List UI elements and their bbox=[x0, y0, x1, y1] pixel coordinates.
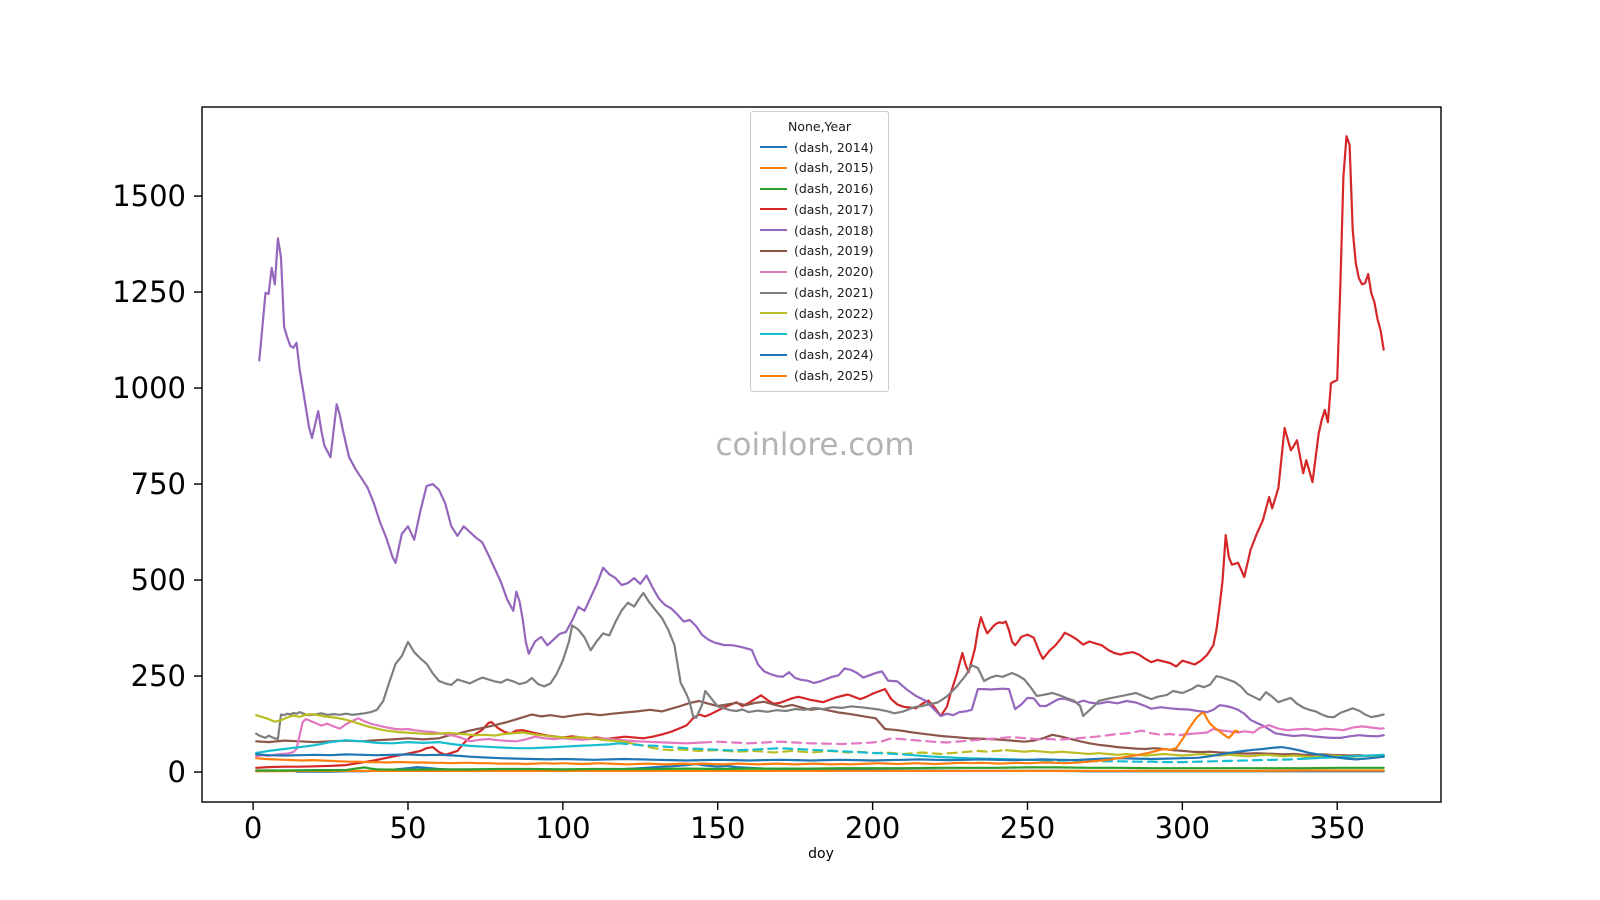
legend-swatch-2014 bbox=[760, 146, 787, 149]
line-2020 bbox=[255, 717, 704, 758]
legend-label-2015: (dash, 2015) bbox=[794, 160, 874, 176]
legend-swatch-2018 bbox=[760, 229, 787, 232]
legend-swatch-2023 bbox=[760, 333, 787, 336]
x-tick-label: 150 bbox=[690, 811, 745, 845]
line-2024 bbox=[255, 745, 1385, 762]
legend-swatch-2025 bbox=[760, 374, 787, 377]
legend-item-2022: (dash, 2022) bbox=[758, 303, 881, 324]
x-tick-label: 200 bbox=[845, 811, 900, 845]
line-2022 bbox=[255, 712, 636, 746]
legend-swatch-2024 bbox=[760, 353, 787, 356]
y-tick-label: 1250 bbox=[112, 275, 186, 309]
legend-label-2023: (dash, 2023) bbox=[794, 326, 874, 342]
watermark: coinlore.com bbox=[715, 427, 914, 463]
legend-swatch-2022 bbox=[760, 312, 787, 315]
legend-item-2021: (dash, 2021) bbox=[758, 282, 881, 303]
y-tick-label: 0 bbox=[168, 755, 186, 789]
line-2018 bbox=[258, 237, 1385, 740]
legend-swatch-2016 bbox=[760, 187, 787, 190]
legend-swatch-2020 bbox=[760, 270, 787, 273]
x-tick-label: 100 bbox=[535, 811, 590, 845]
line-2022 bbox=[632, 742, 1007, 756]
y-tick-label: 750 bbox=[131, 467, 186, 501]
legend-label-2014: (dash, 2014) bbox=[794, 139, 874, 155]
legend-swatch-2021 bbox=[760, 291, 787, 294]
legend-item-2016: (dash, 2016) bbox=[758, 178, 881, 199]
line-2016 bbox=[255, 766, 1385, 772]
legend-item-2014: (dash, 2014) bbox=[758, 137, 881, 158]
line-2023 bbox=[255, 739, 620, 755]
legend-label-2024: (dash, 2024) bbox=[794, 347, 874, 363]
x-tick-label: 300 bbox=[1155, 811, 1210, 845]
legend-label-2018: (dash, 2018) bbox=[794, 222, 874, 238]
plot-border bbox=[201, 106, 1442, 803]
legend-item-2020: (dash, 2020) bbox=[758, 261, 881, 282]
legend-swatch-2017 bbox=[760, 208, 787, 211]
legend-label-2020: (dash, 2020) bbox=[794, 264, 874, 280]
line-2017 bbox=[255, 135, 1385, 769]
legend-label-2022: (dash, 2022) bbox=[794, 305, 874, 321]
line-2019 bbox=[255, 699, 1385, 758]
y-tick-label: 1500 bbox=[112, 179, 186, 213]
legend-title: None,Year bbox=[787, 118, 852, 134]
legend-item-2017: (dash, 2017) bbox=[758, 199, 881, 220]
line-2023 bbox=[1041, 757, 1308, 764]
line-2023 bbox=[617, 742, 905, 756]
legend: None,Year (dash, 2014) (dash, 2015) (dash,… bbox=[750, 111, 889, 392]
legend-label-2025: (dash, 2025) bbox=[794, 368, 874, 384]
legend-item-2024: (dash, 2024) bbox=[758, 344, 881, 365]
axis-ticks: 0 50 100 150 200 250 300 350 0 250 500 750 1000 1250 1… bbox=[112, 179, 1365, 845]
line-2020 bbox=[701, 729, 1190, 746]
line-2021 bbox=[255, 591, 1385, 741]
legend-swatch-2019 bbox=[760, 249, 787, 252]
x-tick-label: 250 bbox=[1000, 811, 1055, 845]
x-tick-label: 350 bbox=[1310, 811, 1365, 845]
legend-item-2023: (dash, 2023) bbox=[758, 324, 881, 345]
legend-item-2015: (dash, 2015) bbox=[758, 158, 881, 179]
series-lines bbox=[255, 135, 1385, 773]
y-tick-label: 250 bbox=[131, 659, 186, 693]
line-2015 bbox=[255, 769, 1385, 773]
line-2025 bbox=[255, 711, 1240, 766]
legend-item-2018: (dash, 2018) bbox=[758, 220, 881, 241]
legend-item-2025: (dash, 2025) bbox=[758, 365, 881, 386]
x-axis-label: doy bbox=[808, 846, 834, 862]
legend-label-2016: (dash, 2016) bbox=[794, 181, 874, 197]
y-tick-label: 1000 bbox=[112, 371, 186, 405]
legend-item-2019: (dash, 2019) bbox=[758, 241, 881, 262]
legend-swatch-2015 bbox=[760, 166, 787, 169]
x-tick-label: 0 bbox=[244, 811, 262, 845]
y-tick-label: 500 bbox=[131, 563, 186, 597]
legend-label-2019: (dash, 2019) bbox=[794, 243, 874, 259]
legend-label-2021: (dash, 2021) bbox=[794, 285, 874, 300]
legend-label-2017: (dash, 2017) bbox=[794, 201, 874, 217]
line-2023 bbox=[1305, 753, 1385, 760]
x-tick-label: 50 bbox=[390, 811, 427, 845]
